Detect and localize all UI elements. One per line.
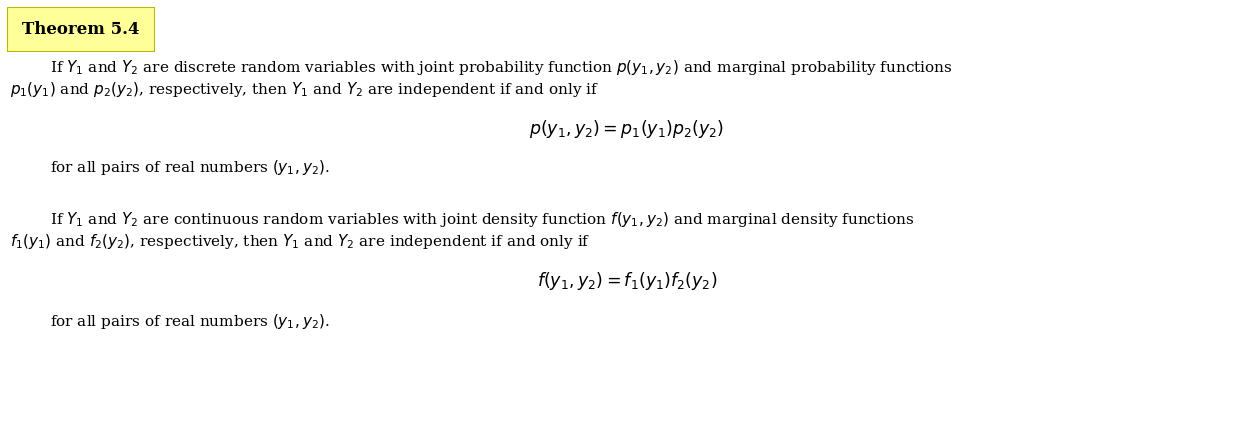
Text: $p_1(y_1)$ and $p_2(y_2)$, respectively, then $Y_1$ and $Y_2$ are independent if: $p_1(y_1)$ and $p_2(y_2)$, respectively,… (10, 80, 599, 99)
Text: for all pairs of real numbers $(y_1, y_2)$.: for all pairs of real numbers $(y_1, y_2… (50, 312, 330, 331)
Text: Theorem 5.4: Theorem 5.4 (23, 21, 139, 38)
FancyBboxPatch shape (8, 7, 155, 52)
Text: $f(y_1, y_2) = f_1(y_1)f_2(y_2)$: $f(y_1, y_2) = f_1(y_1)f_2(y_2)$ (537, 270, 717, 292)
Text: If $Y_1$ and $Y_2$ are continuous random variables with joint density function $: If $Y_1$ and $Y_2$ are continuous random… (50, 210, 914, 229)
Text: If $Y_1$ and $Y_2$ are discrete random variables with joint probability function: If $Y_1$ and $Y_2$ are discrete random v… (50, 58, 953, 77)
Text: $p(y_1, y_2) = p_1(y_1)p_2(y_2)$: $p(y_1, y_2) = p_1(y_1)p_2(y_2)$ (529, 118, 725, 140)
Text: for all pairs of real numbers $(y_1, y_2)$.: for all pairs of real numbers $(y_1, y_2… (50, 158, 330, 177)
Text: $f_1(y_1)$ and $f_2(y_2)$, respectively, then $Y_1$ and $Y_2$ are independent if: $f_1(y_1)$ and $f_2(y_2)$, respectively,… (10, 232, 591, 251)
